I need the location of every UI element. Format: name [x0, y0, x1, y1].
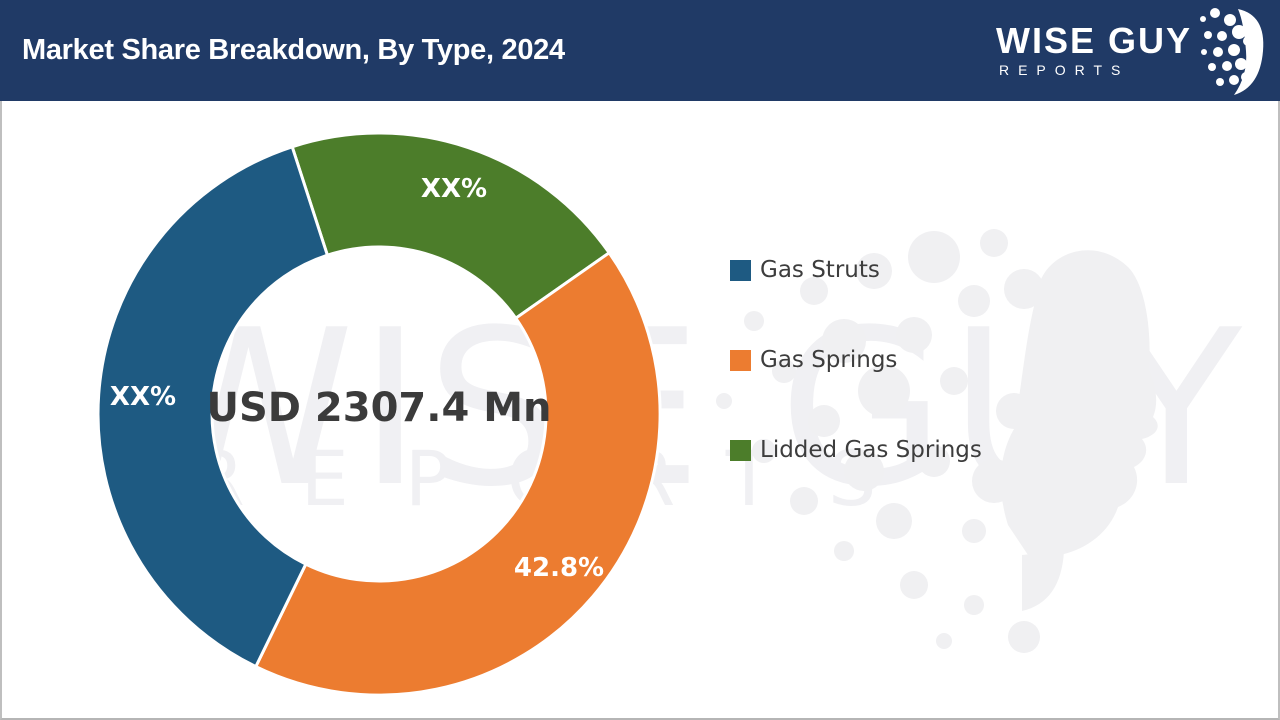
legend-item-lidded-gas-springs: Lidded Gas Springs: [730, 437, 982, 463]
legend-label: Lidded Gas Springs: [760, 436, 982, 463]
legend-swatch-lidded-gas-springs: [730, 439, 751, 461]
logo-line2: REPORTS: [998, 62, 1130, 78]
watermark-face-icon: [716, 229, 1158, 653]
donut-segment-gas-springs: [254, 251, 662, 697]
brand-logo: WISE GUY REPORTS: [996, 5, 1266, 97]
legend: Gas Struts Gas Springs Lidded Gas Spring…: [730, 257, 982, 527]
chart-area: WISE GUY REPORTS USD 2307.4 Mn XX%42.8%X…: [0, 101, 1280, 720]
legend-label: Gas Struts: [760, 256, 880, 283]
page-title: Market Share Breakdown, By Type, 2024: [22, 34, 565, 66]
legend-label: Gas Springs: [760, 346, 898, 373]
donut-center-value: USD 2307.4 Mn: [206, 385, 552, 431]
logo-wordmark: WISE GUY REPORTS: [995, 20, 1192, 79]
segment-value-label: 42.8%: [513, 553, 605, 583]
donut-segment-gas-struts: [96, 145, 329, 669]
segment-value-label: XX%: [420, 174, 488, 204]
legend-swatch-gas-struts: [730, 259, 751, 281]
segment-value-label: XX%: [109, 382, 177, 412]
logo-line1: WISE GUY: [995, 20, 1192, 61]
header: Market Share Breakdown, By Type, 2024 WI…: [0, 0, 1280, 101]
legend-item-gas-springs: Gas Springs: [730, 347, 982, 373]
legend-item-gas-struts: Gas Struts: [730, 257, 982, 283]
logo-face-icon: [1200, 7, 1264, 95]
donut-segment-lidded-gas-springs: [290, 131, 611, 320]
legend-swatch-gas-springs: [730, 349, 751, 371]
